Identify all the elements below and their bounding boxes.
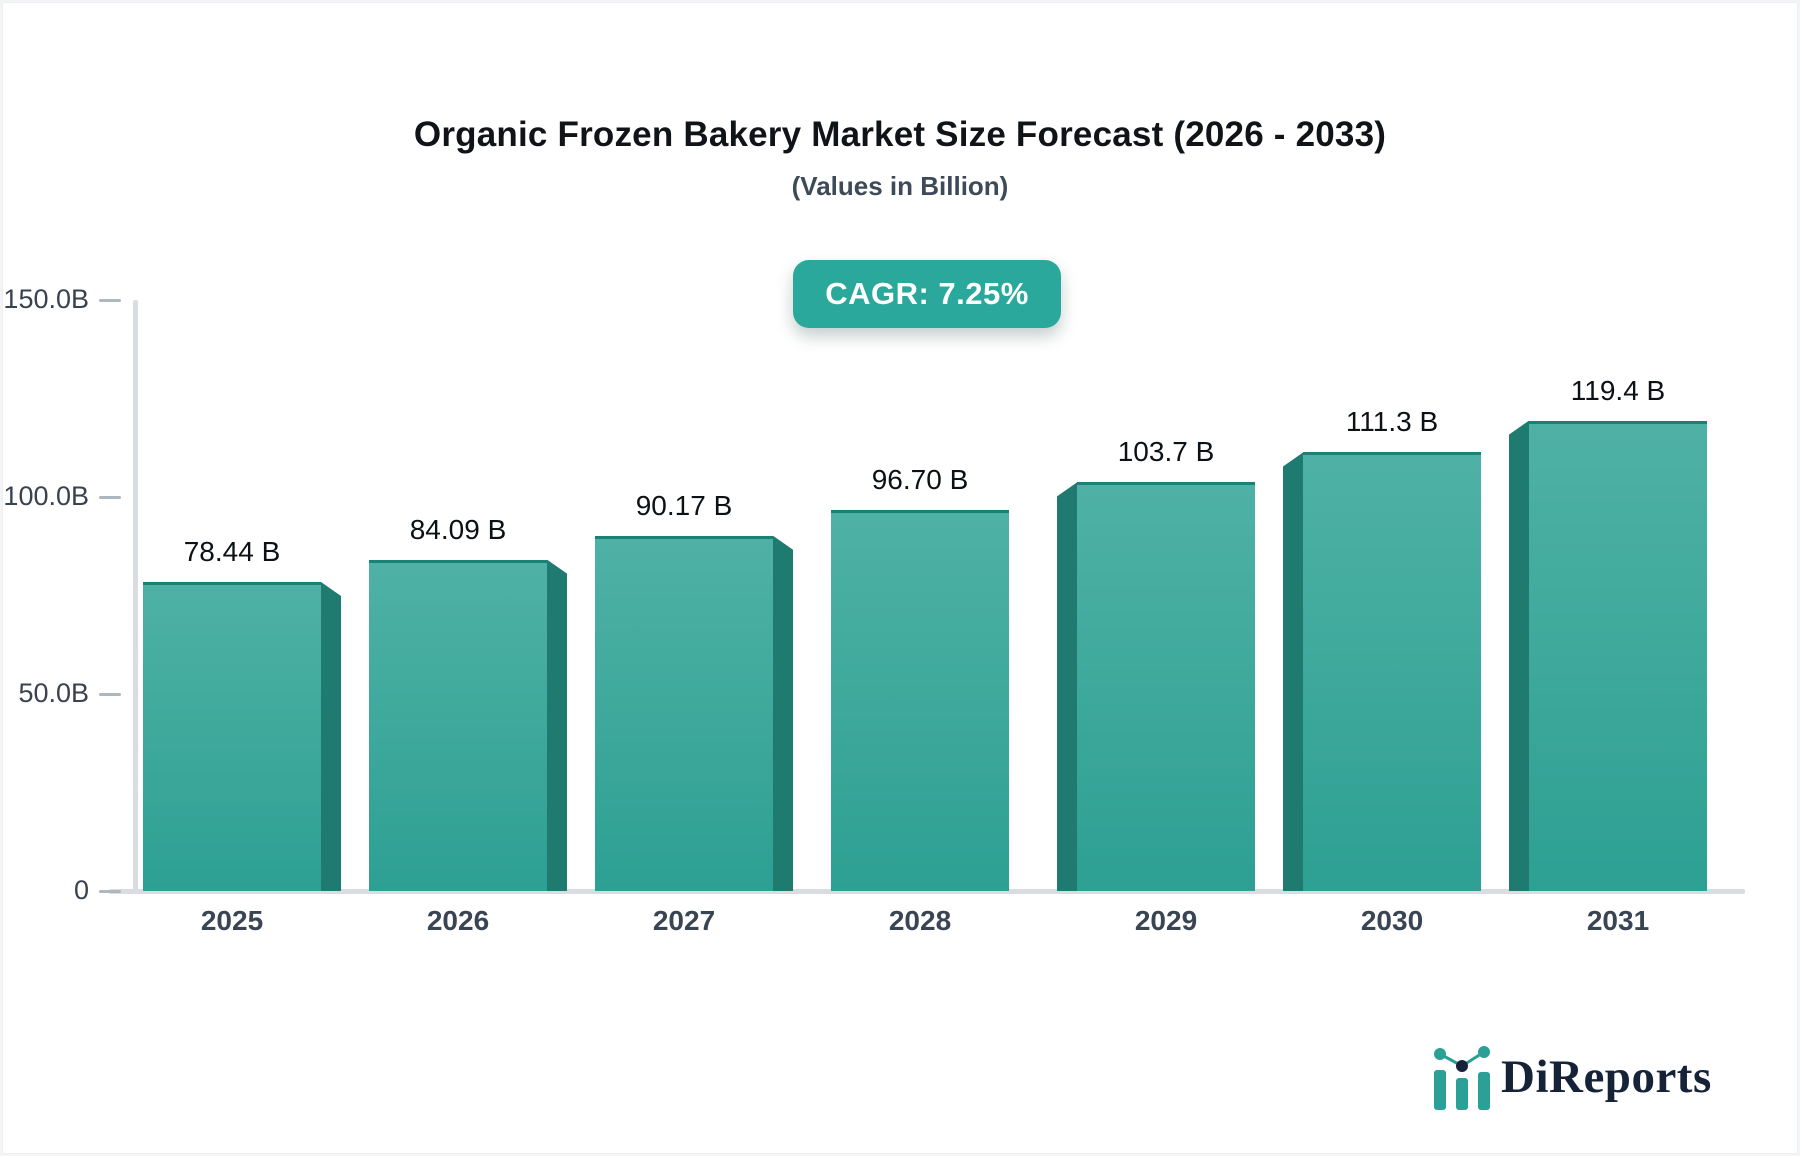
cagr-badge: CAGR: 7.25% — [793, 260, 1061, 328]
chart-title: Organic Frozen Bakery Market Size Foreca… — [413, 115, 1387, 154]
y-tick-mark — [99, 693, 121, 696]
x-tick-label-2026: 2026 — [426, 905, 490, 936]
x-tick-label-2025: 2025 — [200, 905, 264, 936]
direports-logo: DiReports — [1431, 1041, 1712, 1113]
x-tick-label-2031: 2031 — [1586, 905, 1650, 936]
x-tick-label-2029: 2029 — [1134, 905, 1198, 936]
bar-2027-side-face — [773, 535, 793, 891]
logo-text: DiReports — [1501, 1051, 1712, 1103]
bar-2030 — [1303, 452, 1481, 891]
bar-2026 — [369, 559, 547, 891]
bar-2029 — [1077, 482, 1255, 891]
x-axis-line — [109, 889, 1745, 894]
bar-2025-side-face — [321, 581, 341, 891]
bar-2029-side-face — [1057, 482, 1077, 891]
y-tick-mark — [99, 299, 121, 302]
y-tick-mark — [99, 890, 121, 893]
bar-value-label: 96.70 B — [871, 464, 969, 495]
y-tick-label: 50.0B — [18, 678, 89, 708]
bar-value-label: 84.09 B — [409, 513, 507, 545]
y-tick-label: 100.0B — [3, 481, 89, 511]
bar-2030-side-face — [1283, 452, 1303, 891]
y-tick-label: 0 — [73, 875, 89, 905]
y-axis-line — [133, 300, 138, 891]
bar-2026-side-face — [547, 559, 567, 891]
cagr-badge-label: CAGR: 7.25% — [825, 276, 1029, 311]
y-tick-mark — [99, 496, 121, 499]
bar-2031 — [1529, 420, 1707, 891]
bar-value-label: 119.4 B — [1570, 374, 1666, 406]
bar-2027 — [595, 535, 773, 891]
x-tick-label-2030: 2030 — [1360, 905, 1424, 936]
bar-2025 — [143, 581, 321, 891]
bar-value-label: 90.17 B — [635, 489, 733, 521]
x-tick-label-2027: 2027 — [652, 905, 716, 936]
bar-value-label: 103.7 B — [1117, 436, 1215, 468]
bar-value-label: 78.44 B — [183, 535, 281, 567]
bar-2028 — [831, 510, 1009, 891]
bar-chart-plot: 150.0B 100.0B 50.0B 0 78.44 B 2025 84.09 B 2026… — [3, 3, 1797, 1153]
y-tick-label: 150.0B — [3, 284, 89, 314]
bar-2031-side-face — [1509, 420, 1529, 891]
mini-bar-chart-icon — [1434, 1046, 1490, 1110]
x-tick-label-2028: 2028 — [888, 905, 952, 936]
bar-value-label: 111.3 B — [1345, 406, 1439, 438]
chart-subtitle: (Values in Billion) — [791, 171, 1009, 201]
